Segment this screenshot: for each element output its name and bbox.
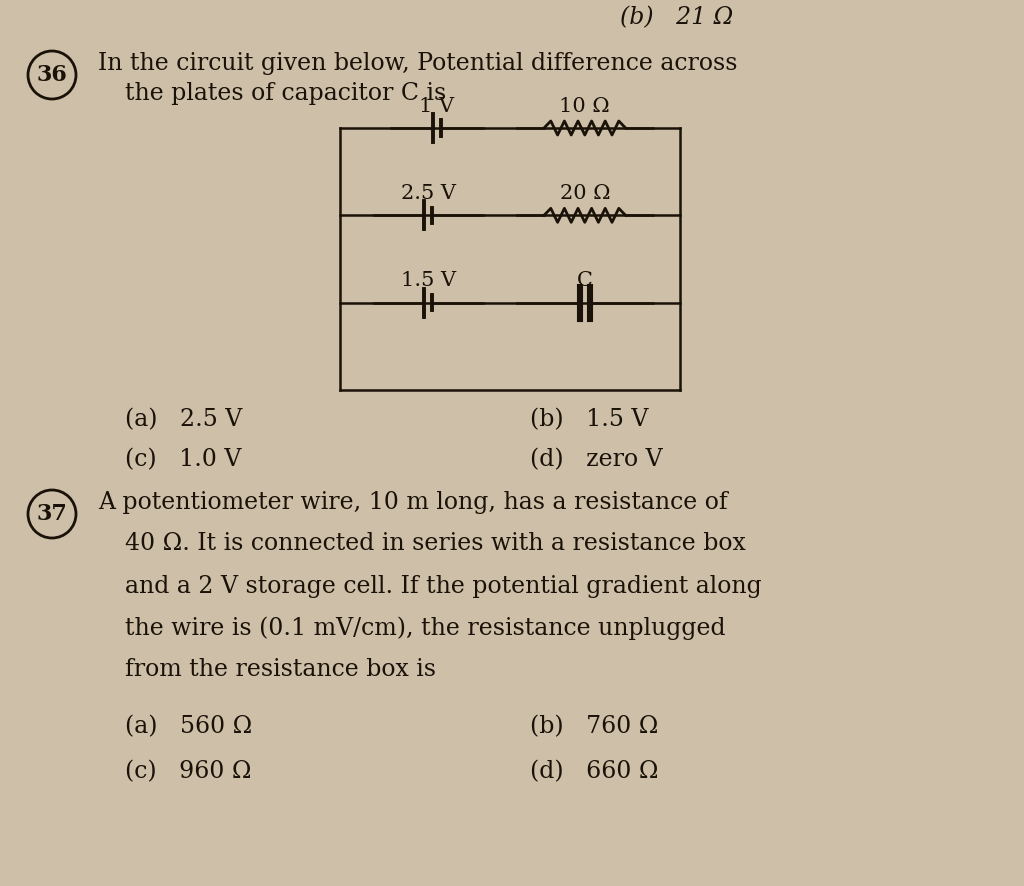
- Text: and a 2 V storage cell. If the potential gradient along: and a 2 V storage cell. If the potential…: [125, 574, 762, 597]
- Text: (c)   1.0 V: (c) 1.0 V: [125, 448, 242, 471]
- Text: (a)   2.5 V: (a) 2.5 V: [125, 408, 243, 431]
- Text: the plates of capacitor C is: the plates of capacitor C is: [125, 82, 446, 105]
- Text: the wire is (0.1 mV/cm), the resistance unplugged: the wire is (0.1 mV/cm), the resistance …: [125, 617, 726, 640]
- Text: (b)   760 Ω: (b) 760 Ω: [530, 716, 658, 739]
- Text: In the circuit given below, Potential difference across: In the circuit given below, Potential di…: [98, 51, 737, 74]
- Text: from the resistance box is: from the resistance box is: [125, 658, 436, 681]
- Text: (d)   660 Ω: (d) 660 Ω: [530, 760, 658, 783]
- Text: (a)   560 Ω: (a) 560 Ω: [125, 716, 252, 739]
- Text: 1.5 V: 1.5 V: [400, 271, 456, 291]
- Text: (d)   zero V: (d) zero V: [530, 448, 663, 471]
- Text: (c)   960 Ω: (c) 960 Ω: [125, 760, 252, 783]
- Text: C: C: [577, 271, 593, 291]
- Text: 20 Ω: 20 Ω: [559, 183, 610, 203]
- Text: A potentiometer wire, 10 m long, has a resistance of: A potentiometer wire, 10 m long, has a r…: [98, 491, 728, 514]
- Text: 1 V: 1 V: [420, 97, 455, 115]
- Text: 37: 37: [37, 503, 68, 525]
- Text: 36: 36: [37, 64, 68, 86]
- Text: (b)   1.5 V: (b) 1.5 V: [530, 408, 648, 431]
- Text: 40 Ω. It is connected in series with a resistance box: 40 Ω. It is connected in series with a r…: [125, 532, 745, 556]
- Text: 10 Ω: 10 Ω: [559, 97, 610, 115]
- Text: (b)   21 Ω: (b) 21 Ω: [620, 6, 733, 29]
- Text: 2.5 V: 2.5 V: [401, 183, 456, 203]
